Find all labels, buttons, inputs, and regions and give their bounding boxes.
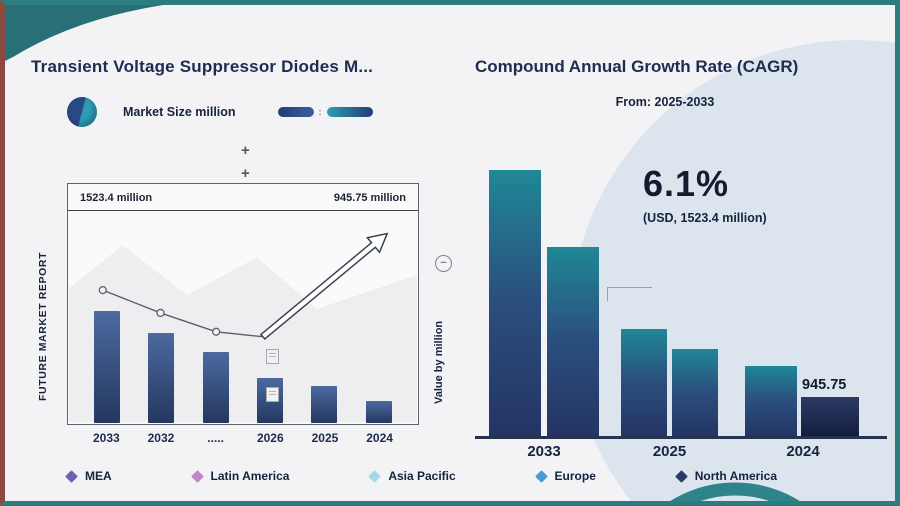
value-by-million-axis-label: Value by million — [433, 320, 445, 404]
cagr-x-axis-label: 2025 — [652, 443, 687, 460]
legend-item-mea: MEA — [65, 469, 112, 483]
x-axis-label: 2033 — [92, 431, 120, 445]
document-icon — [266, 387, 279, 402]
cagr-subtitle: From: 2025-2033 — [615, 95, 715, 109]
pill-separator: : — [318, 107, 322, 117]
market-size-x-axis: 2033 2032..... 2026 2025 2024 — [79, 431, 407, 445]
market-size-legend-label: Market Size million — [123, 105, 236, 119]
legend-label: Latin America — [210, 469, 290, 483]
market-size-bar-..... — [202, 352, 229, 423]
line-marker-icon — [98, 286, 107, 295]
market-size-bar-2032 — [148, 333, 175, 423]
cagr-bars — [489, 153, 861, 437]
cagr-x-axis-label: 2024 — [786, 443, 820, 460]
plus-mark-icon: + — [241, 165, 250, 182]
cagr-x-axis-line — [475, 436, 887, 439]
x-axis-label: 2024 — [366, 431, 393, 445]
cagr-bar — [547, 247, 599, 437]
market-size-bar-2024 — [365, 401, 392, 423]
future-market-report-label: FUTURE MARKET REPORT — [37, 251, 49, 401]
cagr-bar — [621, 329, 667, 437]
cagr-bar-group-2025 — [621, 329, 718, 437]
legend-diamond-icon — [368, 469, 382, 483]
pill-dark-icon — [277, 107, 314, 117]
start-value-label: 1523.4 million — [80, 192, 153, 204]
legend-diamond-icon — [65, 469, 78, 483]
cagr-bar — [745, 366, 797, 437]
x-axis-label: 2025 — [311, 431, 339, 445]
cagr-bar — [801, 397, 859, 437]
chart-top-labels: 1523.4 million 945.75 million — [68, 184, 418, 211]
legend-diamond-icon — [534, 469, 548, 483]
legend-label: North America — [694, 469, 777, 483]
end-value-label: 945.75 million — [333, 192, 406, 204]
x-axis-label: 2032 — [147, 431, 175, 445]
pill-decoration: : — [277, 107, 373, 117]
market-size-bars — [80, 303, 406, 423]
market-size-chart: 1523.4 million 945.75 million — [67, 183, 419, 425]
cagr-x-axis-label: 2033 — [527, 443, 561, 460]
plus-mark-icon: + — [241, 142, 250, 159]
minus-circle-icon: − — [435, 255, 452, 272]
cagr-title: Compound Annual Growth Rate (CAGR) — [475, 57, 799, 76]
cagr-bar-group-2033 — [489, 170, 599, 437]
legend-label: Europe — [554, 469, 596, 483]
x-axis-label: ..... — [207, 431, 224, 445]
pill-teal-icon — [326, 107, 373, 117]
legend-item-europe: Europe — [534, 469, 596, 483]
sphere-icon — [67, 97, 97, 127]
cagr-bar — [489, 170, 541, 437]
x-axis-label: 2026 — [256, 431, 284, 445]
market-size-bar-2033 — [94, 311, 121, 423]
legend-label: MEA — [85, 469, 112, 483]
legend-item-latin-america: Latin America — [190, 469, 290, 483]
left-chart-title: Transient Voltage Suppressor Diodes M... — [31, 57, 374, 76]
cagr-bar — [672, 349, 718, 437]
market-size-bar-2025 — [311, 386, 338, 423]
value-annotation-945: 945.75 — [802, 377, 847, 393]
market-size-legend: Market Size million : — [67, 97, 373, 127]
legend-item-asia-pacific: Asia Pacific — [368, 469, 456, 483]
region-legend: MEA Latin America Asia Pacific Europe North … — [65, 469, 777, 483]
legend-item-north-america: North America — [674, 469, 777, 483]
legend-diamond-icon — [674, 469, 688, 483]
legend-label: Asia Pacific — [388, 469, 456, 483]
legend-diamond-icon — [190, 469, 204, 483]
document-icon — [266, 349, 279, 364]
